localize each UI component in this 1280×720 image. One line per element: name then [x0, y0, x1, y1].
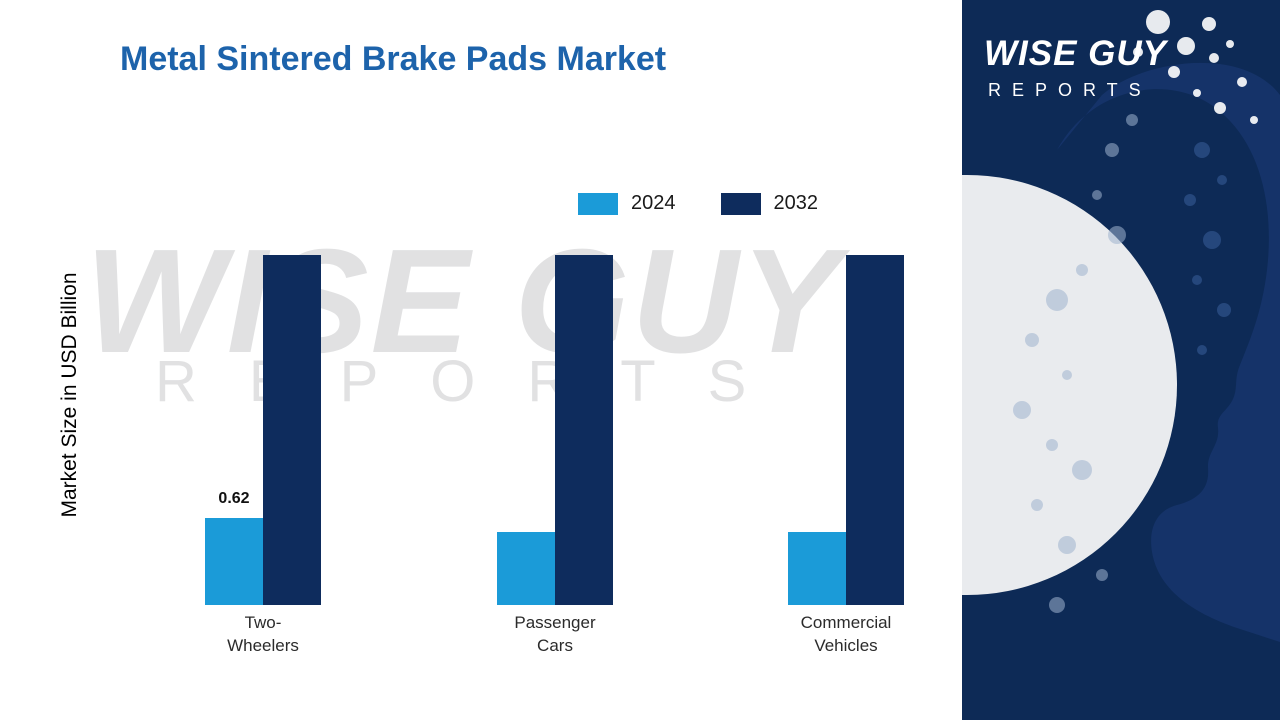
bar-2032-passenger-cars: [555, 255, 613, 605]
bubble-dots-white-icon: [1133, 10, 1258, 124]
legend-label-2032: 2032: [773, 192, 819, 214]
legend-swatch-2024: [578, 192, 618, 215]
brand-logo: WISE GUY REPORTS: [984, 34, 1167, 101]
y-axis-label: Market Size in USD Billion: [58, 272, 81, 518]
brand-panel: WISE GUY REPORTS: [962, 0, 1280, 720]
bar-2024-commercial-vehicles: [788, 532, 846, 605]
brand-panel-decoration: [962, 10, 1280, 643]
watermark-line1: WISE GUY: [85, 219, 842, 384]
chart-legend: 2024 2032: [578, 192, 818, 215]
brand-logo-line1: WISE GUY: [984, 34, 1168, 73]
category-label: Commercial Vehicles: [800, 613, 892, 655]
legend-item-2024: 2024: [578, 192, 676, 215]
bubble-dots-navy-icon: [1184, 142, 1231, 355]
bar-2024-passenger-cars: [497, 532, 555, 605]
category-label: Passenger Cars: [514, 613, 596, 655]
brand-watermark: WISE GUY REPORTS: [85, 228, 841, 415]
bar-value-label: 0.62: [218, 490, 250, 508]
bar-2032-commercial-vehicles: [846, 255, 904, 605]
bubble-dots-gray-icon: [1013, 114, 1138, 613]
watermark-line2: REPORTS: [155, 349, 799, 414]
category-label: Two- Wheelers: [227, 613, 299, 655]
decor-light-circle: [962, 175, 1177, 595]
bar-2024-two-wheelers: [205, 518, 263, 605]
legend-swatch-2032: [720, 192, 761, 215]
bar-2032-two-wheelers: [263, 255, 321, 605]
legend-item-2032: 2032: [720, 192, 819, 215]
page-title: Metal Sintered Brake Pads Market: [120, 40, 667, 78]
legend-label-2024: 2024: [631, 192, 676, 214]
brand-logo-line2: REPORTS: [988, 80, 1152, 100]
head-profile-icon: [1057, 62, 1280, 643]
